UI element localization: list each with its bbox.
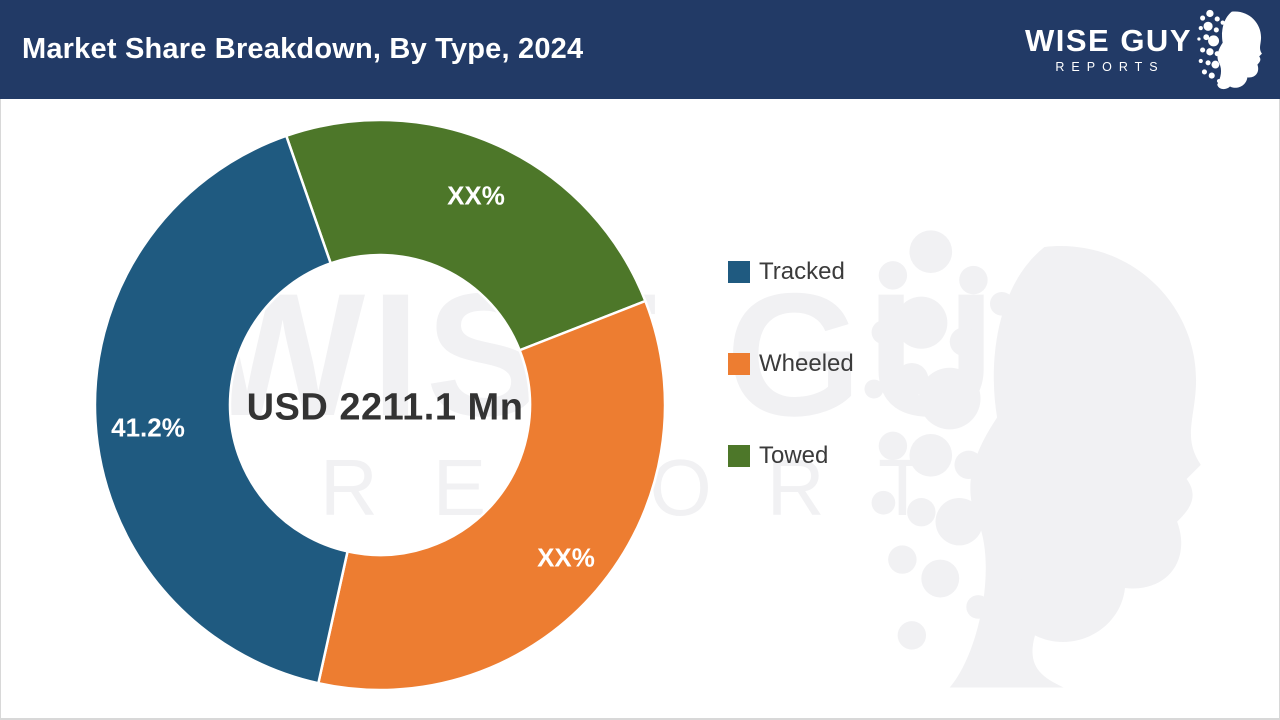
header-bar: Market Share Breakdown, By Type, 2024 WI… [0, 0, 1280, 99]
brand-logo-name: WISE GUY [1024, 23, 1192, 59]
brand-logo: WISE GUY REPORTS [1025, 8, 1266, 92]
legend-label-wheeled: Wheeled [759, 350, 854, 377]
donut-chart [93, 118, 667, 692]
legend-label-towed: Towed [759, 442, 829, 469]
donut-segment-wheeled [317, 299, 667, 692]
brand-logo-sub: REPORTS [1055, 59, 1165, 74]
legend-item-wheeled: Wheeled [728, 350, 854, 378]
page-border-left [0, 99, 1, 720]
page-border-bottom [0, 718, 1280, 720]
segment-label-towed: XX% [447, 180, 505, 211]
legend-item-towed: Towed [728, 442, 854, 470]
donut-segment-tracked [93, 134, 349, 685]
segment-label-wheeled: XX% [537, 542, 595, 573]
donut-segment-towed [285, 118, 647, 352]
donut-center-value: USD 2211.1 Mn [246, 386, 524, 429]
watermark-head-icon [864, 230, 1201, 688]
legend-label-tracked: Tracked [759, 258, 845, 285]
legend-item-tracked: Tracked [728, 258, 854, 286]
legend-swatch-wheeled [728, 353, 750, 375]
legend-swatch-tracked [728, 261, 750, 283]
segment-label-tracked: 41.2% [111, 412, 185, 443]
brand-head-icon [1197, 9, 1262, 89]
page-title: Market Share Breakdown, By Type, 2024 [22, 33, 584, 65]
legend: Tracked Wheeled Towed [728, 258, 854, 470]
legend-swatch-towed [728, 445, 750, 467]
